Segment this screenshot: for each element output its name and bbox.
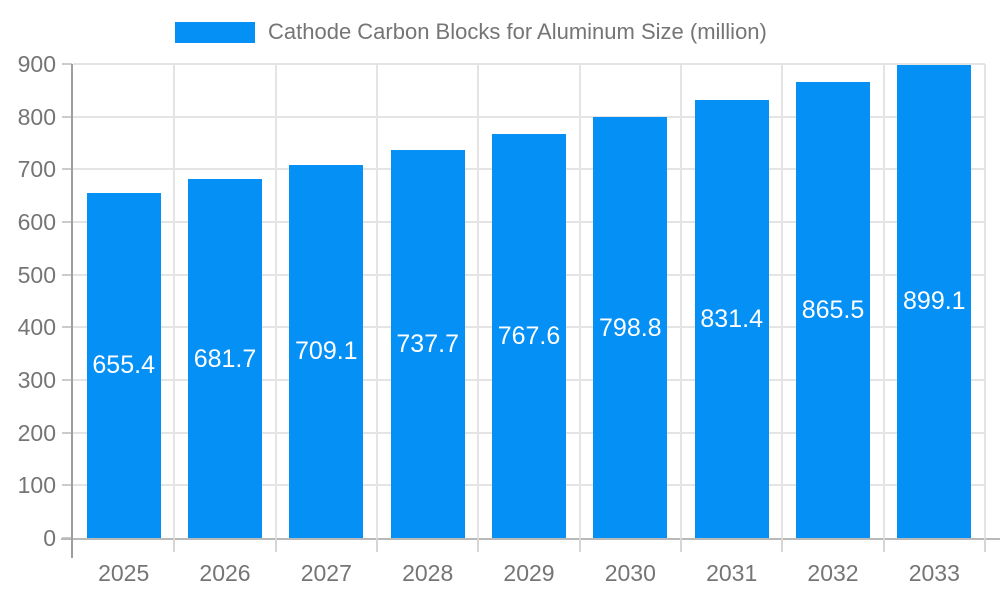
x-axis-tick-label: 2030 (604, 560, 656, 586)
x-axis-tick (882, 538, 885, 552)
bar-value-label: 865.5 (801, 296, 865, 325)
y-axis-tick-label: 400 (17, 314, 56, 341)
y-axis-tick (62, 326, 72, 329)
y-axis-tick (62, 63, 72, 65)
y-axis-tick-label: 500 (17, 261, 56, 288)
y-axis-tick (62, 431, 72, 434)
category-split-line (477, 64, 480, 538)
x-axis-line (61, 538, 1000, 540)
x-axis-tick-label: 2027 (300, 560, 352, 586)
category-split-line (376, 64, 378, 538)
category-split-line (173, 64, 176, 538)
bar-2030[interactable] (593, 117, 668, 538)
y-axis-tick-label: 800 (17, 103, 56, 130)
x-axis-tick (984, 538, 986, 552)
x-axis-tick (477, 538, 480, 552)
category-split-line (274, 64, 277, 538)
bar-value-label: 681.7 (193, 344, 257, 373)
x-axis-tick (376, 538, 378, 552)
x-axis-tick-label: 2028 (402, 560, 454, 586)
y-axis-tick-label: 300 (17, 367, 56, 393)
bar-2033[interactable] (897, 64, 972, 538)
y-axis-tick-label: 100 (17, 472, 56, 499)
bar-value-label: 899.1 (903, 287, 966, 316)
y-axis-tick-label: 200 (17, 419, 56, 446)
x-axis-tick-label: 2032 (807, 560, 859, 586)
x-axis-tick (274, 538, 277, 552)
x-axis-tick-label: 2026 (199, 560, 251, 586)
legend-swatch-icon (175, 21, 255, 43)
x-axis-tick-label: 2025 (98, 560, 150, 586)
bar-2032[interactable] (796, 82, 870, 538)
x-axis-tick (680, 538, 682, 552)
bar-value-label: 655.4 (92, 351, 155, 380)
bar-value-label: 767.6 (497, 321, 561, 350)
y-axis-tick (62, 484, 72, 487)
x-axis-tick (173, 538, 176, 552)
category-split-line (680, 64, 682, 538)
x-axis-tick (781, 538, 784, 552)
bar-2026[interactable] (188, 179, 262, 538)
gridline (73, 115, 985, 118)
bar-2025[interactable] (86, 192, 161, 538)
y-axis-tick (62, 168, 72, 171)
y-axis-tick (62, 273, 72, 276)
y-axis-tick-label: 600 (17, 209, 56, 235)
category-split-line (984, 64, 986, 538)
x-axis-tick-label: 2031 (706, 560, 758, 586)
bar-value-label: 709.1 (295, 337, 358, 366)
chart-legend[interactable]: Cathode Carbon Blocks for Aluminum Size … (175, 20, 767, 44)
bar-2031[interactable] (694, 100, 769, 538)
gridline (73, 63, 985, 65)
y-axis-line (71, 64, 73, 558)
bar-2027[interactable] (289, 164, 364, 538)
y-axis-tick (62, 379, 72, 381)
x-axis-tick-label: 2033 (908, 560, 960, 586)
category-split-line (882, 64, 885, 538)
bar-value-label: 831.4 (700, 305, 763, 334)
bar-2029[interactable] (492, 133, 566, 538)
bar-value-label: 737.7 (396, 329, 459, 358)
legend-label: Cathode Carbon Blocks for Aluminum Size … (268, 19, 767, 44)
y-axis-tick-label: 700 (17, 156, 56, 183)
category-split-line (578, 64, 581, 538)
y-axis-tick-label: 0 (43, 525, 56, 551)
y-axis-tick (62, 221, 72, 223)
x-axis-tick-label: 2029 (503, 560, 555, 586)
category-split-line (781, 64, 784, 538)
bar-value-label: 798.8 (599, 313, 662, 342)
bar-2028[interactable] (390, 149, 465, 538)
y-axis-tick-label: 900 (17, 51, 56, 77)
y-axis-tick (62, 115, 72, 118)
x-axis-tick (578, 538, 581, 552)
